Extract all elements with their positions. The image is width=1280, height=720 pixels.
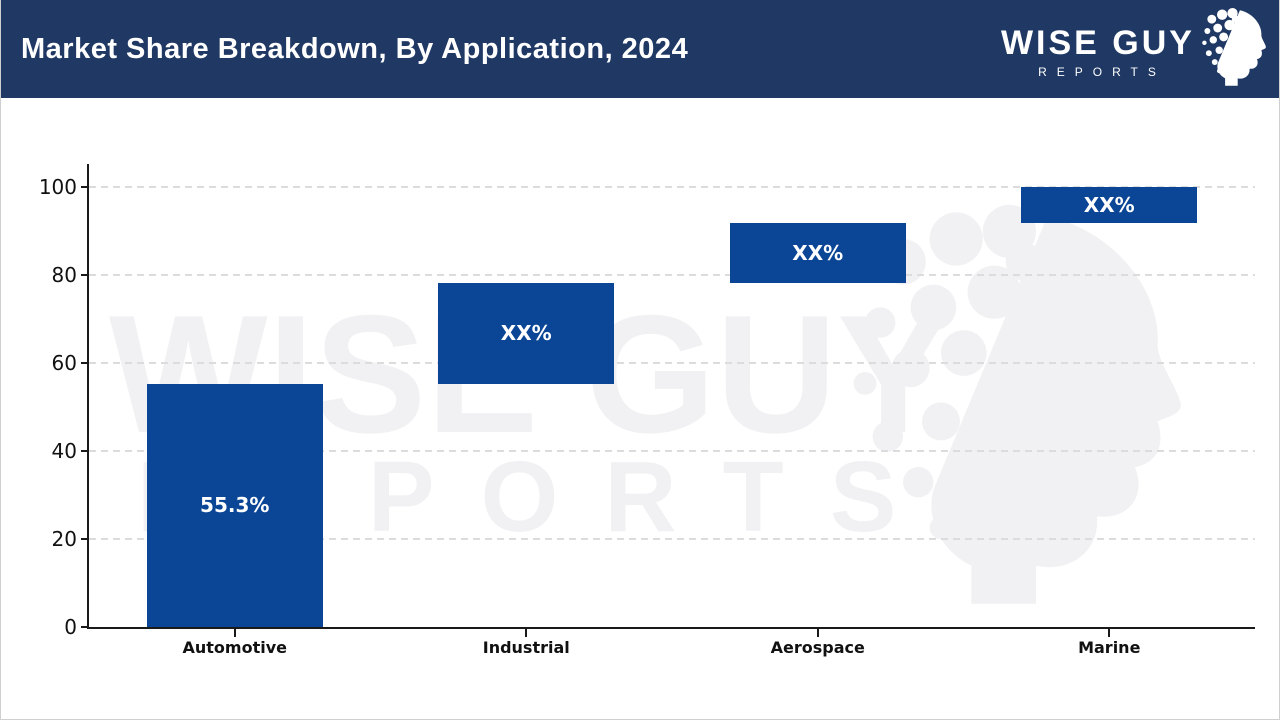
logo-head-icon bbox=[1202, 8, 1266, 86]
bar-automotive: 55.3% bbox=[146, 383, 323, 627]
y-axis-line bbox=[87, 164, 89, 629]
gridline bbox=[89, 450, 1255, 452]
x-tick-mark bbox=[525, 629, 528, 637]
x-category-label: Aerospace bbox=[770, 638, 865, 657]
y-tick-mark bbox=[81, 362, 89, 364]
y-tick-mark bbox=[81, 538, 89, 540]
y-tick-label: 40 bbox=[51, 439, 77, 463]
page-title: Market Share Breakdown, By Application, … bbox=[21, 32, 689, 65]
header-bar: Market Share Breakdown, By Application, … bbox=[1, 0, 1279, 98]
chart-plot-area: 0 20 40 60 80 100 55.3% Automotive XX% Industrial… bbox=[1, 98, 1279, 719]
gridline bbox=[89, 538, 1255, 540]
y-tick-mark bbox=[81, 450, 89, 452]
gridline bbox=[89, 362, 1255, 364]
gridline bbox=[89, 186, 1255, 188]
bar-value-label: XX% bbox=[1083, 193, 1135, 218]
bar-marine: XX% bbox=[1021, 187, 1198, 224]
logo-subtitle: REPORTS bbox=[1038, 64, 1166, 79]
x-category-label: Marine bbox=[1078, 638, 1141, 657]
bar-value-label: 55.3% bbox=[200, 493, 270, 518]
y-tick-mark bbox=[81, 274, 89, 276]
y-tick-label: 60 bbox=[51, 351, 77, 375]
y-tick-label: 20 bbox=[51, 527, 77, 551]
y-tick-label: 0 bbox=[64, 615, 77, 639]
x-tick-mark bbox=[1108, 629, 1111, 637]
y-tick-label: 80 bbox=[51, 263, 77, 287]
y-tick-mark bbox=[81, 186, 89, 188]
bar-value-label: XX% bbox=[500, 321, 552, 346]
x-tick-mark bbox=[233, 629, 236, 637]
bar-industrial: XX% bbox=[438, 282, 615, 384]
x-category-label: Automotive bbox=[182, 638, 288, 657]
x-tick-mark bbox=[816, 629, 819, 637]
gridline bbox=[89, 274, 1255, 276]
bar-value-label: XX% bbox=[792, 240, 844, 265]
x-axis-line bbox=[87, 627, 1255, 629]
bar-aerospace: XX% bbox=[729, 223, 906, 283]
x-category-label: Industrial bbox=[482, 638, 570, 657]
y-tick-mark bbox=[81, 626, 89, 628]
logo-wordmark: WISE GUY bbox=[1000, 23, 1195, 62]
y-tick-label: 100 bbox=[38, 175, 77, 199]
brand-logo: WISE GUY REPORTS bbox=[1001, 7, 1271, 89]
